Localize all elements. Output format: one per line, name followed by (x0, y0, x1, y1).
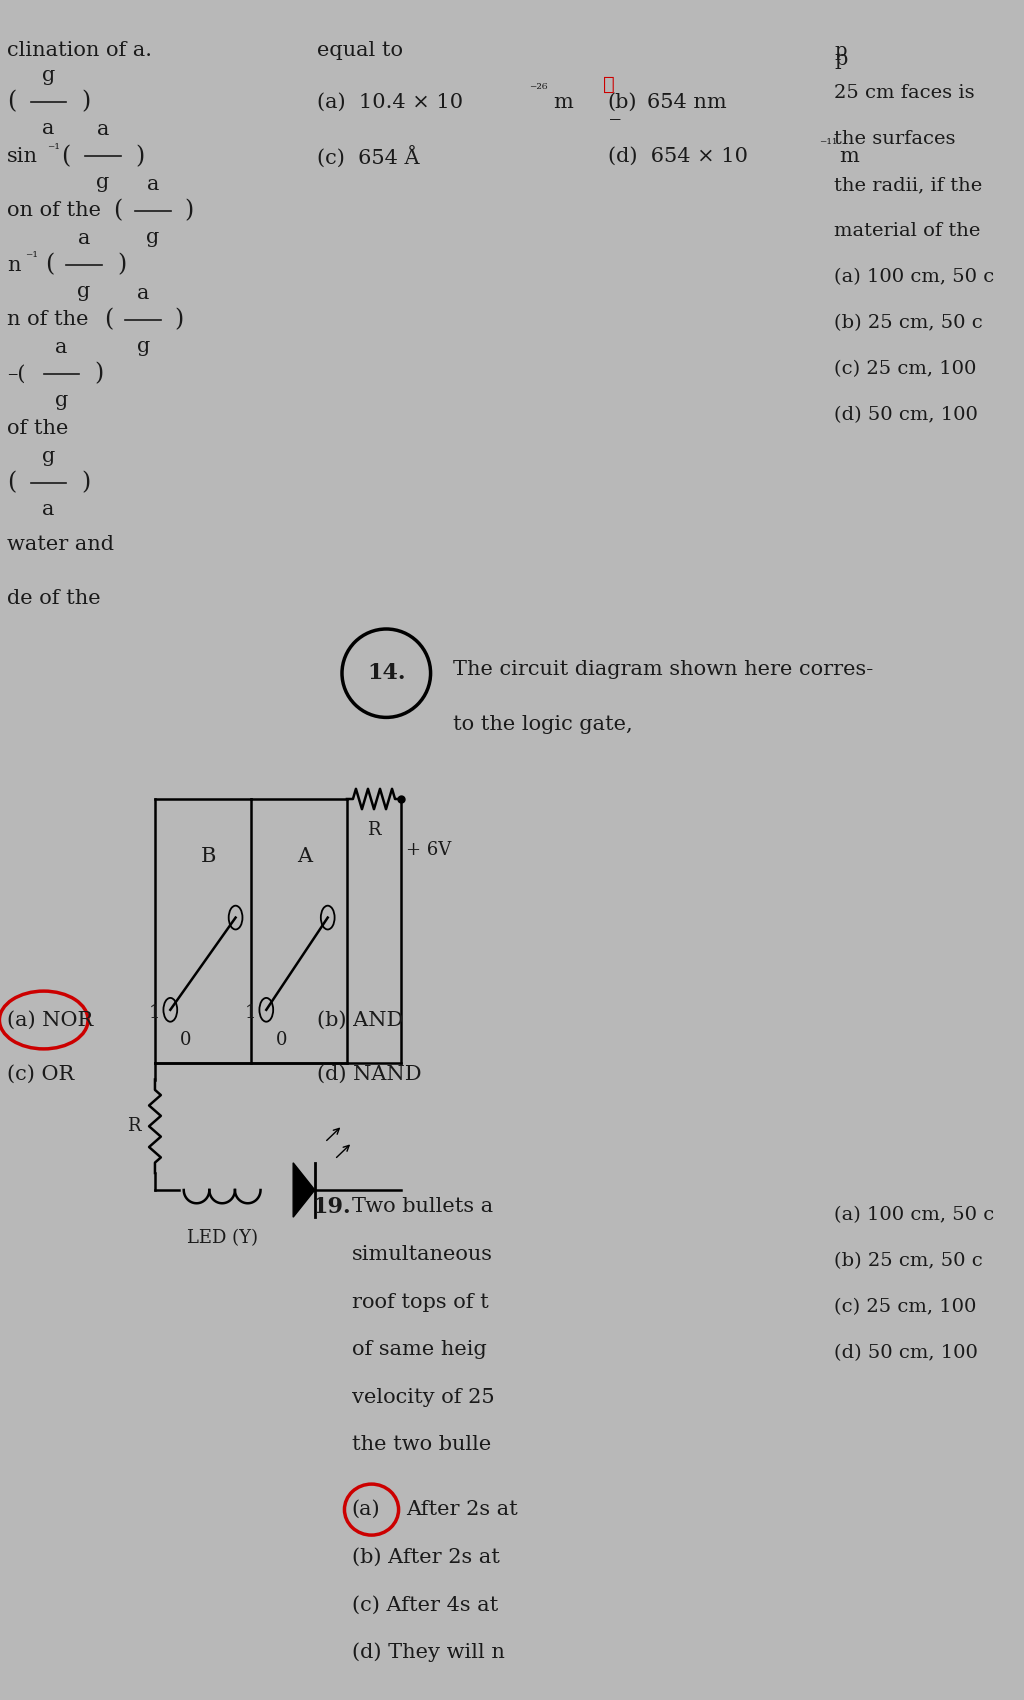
Text: A: A (297, 848, 312, 867)
Text: (: ( (45, 253, 54, 277)
Text: of the: of the (7, 418, 69, 439)
Text: 19.: 19. (312, 1197, 351, 1217)
Text: g: g (42, 66, 55, 85)
Text: B: B (201, 848, 216, 867)
Text: on of the: on of the (7, 201, 101, 221)
Text: (: ( (61, 144, 71, 168)
Text: m: m (554, 92, 573, 112)
Text: a: a (78, 230, 90, 248)
Text: LED (Y): LED (Y) (186, 1229, 258, 1246)
Text: (a)  10.4 × 10: (a) 10.4 × 10 (317, 92, 464, 112)
Text: n of the: n of the (7, 309, 89, 330)
Text: n: n (7, 255, 20, 275)
Text: (b) 25 cm, 50 c: (b) 25 cm, 50 c (835, 1253, 983, 1270)
Text: g: g (136, 337, 150, 355)
Text: (: ( (7, 90, 16, 114)
Text: 0: 0 (276, 1032, 288, 1049)
Text: water and: water and (7, 534, 115, 554)
Text: ): ) (184, 199, 194, 223)
Text: roof tops of t: roof tops of t (352, 1292, 488, 1312)
Text: ): ) (81, 90, 90, 114)
Text: 0: 0 (180, 1032, 191, 1049)
Text: 1: 1 (245, 1005, 256, 1022)
Text: (c) 25 cm, 100: (c) 25 cm, 100 (835, 360, 977, 377)
Text: R: R (127, 1117, 140, 1136)
Text: ): ) (135, 144, 144, 168)
Text: (d) They will n: (d) They will n (352, 1642, 505, 1663)
Text: the two bulle: the two bulle (352, 1435, 492, 1455)
Text: ✓: ✓ (603, 76, 614, 94)
Text: (c) OR: (c) OR (7, 1064, 75, 1085)
Text: p: p (835, 42, 847, 60)
Text: equal to: equal to (317, 41, 403, 61)
Text: (a): (a) (352, 1499, 381, 1520)
Text: ⁻¹: ⁻¹ (47, 143, 59, 156)
Text: (: ( (103, 308, 113, 332)
Text: –(: –( (7, 364, 26, 384)
Text: the radii, if the: the radii, if the (835, 177, 982, 194)
Text: (d) 50 cm, 100: (d) 50 cm, 100 (835, 406, 978, 423)
Text: (c)  654 Å: (c) 654 Å (317, 144, 420, 168)
Text: ⁻²⁶: ⁻²⁶ (529, 83, 548, 97)
Text: a: a (96, 121, 109, 139)
Text: a: a (42, 119, 55, 138)
Text: After 2s at: After 2s at (406, 1499, 518, 1520)
Text: g: g (146, 228, 160, 246)
Text: sin: sin (7, 146, 38, 167)
Text: ): ) (81, 471, 90, 495)
Text: _: _ (609, 100, 621, 121)
Text: (d) 50 cm, 100: (d) 50 cm, 100 (835, 1345, 978, 1362)
Text: g: g (96, 173, 110, 192)
Text: (b) 25 cm, 50 c: (b) 25 cm, 50 c (835, 314, 983, 332)
Text: (a) NOR: (a) NOR (7, 1010, 93, 1030)
Text: a: a (55, 338, 68, 357)
Text: of same heig: of same heig (352, 1340, 486, 1360)
Text: a: a (42, 500, 55, 518)
Text: (b) AND: (b) AND (317, 1010, 403, 1030)
Text: a: a (146, 175, 159, 194)
Text: ⁻¹: ⁻¹ (25, 252, 38, 265)
Text: p: p (835, 49, 848, 70)
Text: (a) 100 cm, 50 c: (a) 100 cm, 50 c (835, 269, 994, 286)
Text: the surfaces: the surfaces (835, 131, 955, 148)
Text: 654 nm: 654 nm (647, 92, 727, 112)
Text: (d) NAND: (d) NAND (317, 1064, 422, 1085)
Text: (: ( (114, 199, 123, 223)
Text: m: m (839, 146, 859, 167)
Text: material of the: material of the (835, 223, 981, 240)
Text: ): ) (94, 362, 103, 386)
Text: (d)  654 × 10: (d) 654 × 10 (608, 146, 748, 167)
Text: clination of a.: clination of a. (7, 41, 153, 61)
Text: (: ( (7, 471, 16, 495)
Text: 25 cm faces is: 25 cm faces is (835, 85, 975, 102)
Text: (b): (b) (608, 92, 637, 112)
Text: g: g (42, 447, 55, 466)
Text: (c) 25 cm, 100: (c) 25 cm, 100 (835, 1299, 977, 1316)
Text: Two bullets a: Two bullets a (352, 1197, 493, 1217)
Polygon shape (293, 1163, 314, 1217)
Text: g: g (55, 391, 68, 410)
Text: de of the: de of the (7, 588, 101, 609)
Text: to the logic gate,: to the logic gate, (454, 714, 633, 734)
Text: (c) After 4s at: (c) After 4s at (352, 1595, 498, 1615)
Text: ): ) (175, 308, 184, 332)
Text: (b) After 2s at: (b) After 2s at (352, 1547, 500, 1567)
Text: + 6V: + 6V (406, 842, 452, 858)
Text: simultaneous: simultaneous (352, 1244, 493, 1265)
Text: a: a (137, 284, 150, 303)
Text: ⁻¹¹: ⁻¹¹ (819, 138, 838, 151)
Text: ): ) (118, 253, 127, 277)
Text: (a) 100 cm, 50 c: (a) 100 cm, 50 c (835, 1207, 994, 1224)
Text: 1: 1 (148, 1005, 160, 1022)
Text: R: R (368, 821, 381, 838)
Text: 14.: 14. (367, 663, 406, 683)
Text: g: g (78, 282, 91, 301)
Text: velocity of 25: velocity of 25 (352, 1387, 495, 1408)
Text: The circuit diagram shown here corres-: The circuit diagram shown here corres- (454, 660, 873, 680)
